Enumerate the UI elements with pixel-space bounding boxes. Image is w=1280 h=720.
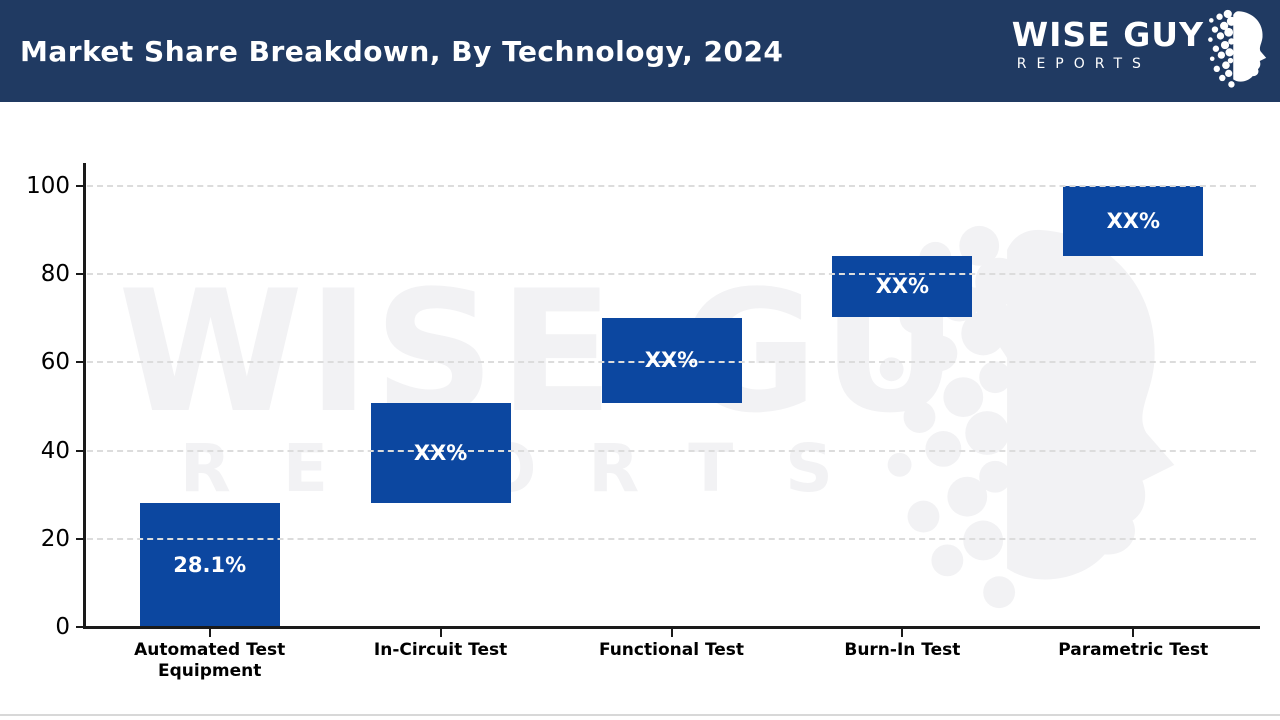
- bar-segment-1: [139, 503, 280, 627]
- x-axis-line: [83, 626, 1260, 629]
- gridline-60: [87, 361, 1256, 364]
- gridline-80: [87, 273, 1256, 276]
- x-tick-3: [670, 629, 673, 637]
- bar-segment-4: [832, 256, 973, 317]
- header-bar: Market Share Breakdown, By Technology, 2…: [0, 0, 1280, 102]
- x-category-label-2: In-Circuit Test: [373, 640, 508, 660]
- bar-value-label-3: XX%: [644, 348, 699, 373]
- x-category-label-1: Automated Test Equipment: [134, 640, 286, 682]
- y-tick-label-100: 100: [26, 173, 70, 199]
- y-tick-label-0: 0: [55, 614, 70, 640]
- y-axis-line: [83, 163, 86, 629]
- y-tick-40: [76, 449, 85, 452]
- gridline-100: [87, 185, 1256, 187]
- logo-text: WISE GUY REPORTS: [1011, 15, 1204, 72]
- bar-value-label-4: XX%: [875, 274, 930, 299]
- x-tick-1: [208, 629, 211, 637]
- y-tick-100: [76, 185, 85, 187]
- bottom-divider: [0, 714, 1280, 716]
- y-tick-80: [76, 273, 85, 276]
- x-tick-5: [1132, 629, 1135, 637]
- bar-value-label-2: XX%: [413, 441, 468, 466]
- page-title: Market Share Breakdown, By Technology, 2…: [20, 34, 784, 68]
- x-tick-2: [439, 629, 442, 637]
- y-tick-label-60: 60: [40, 349, 70, 376]
- y-tick-60: [76, 361, 85, 364]
- bar-segment-2: [370, 403, 511, 504]
- y-tick-20: [76, 537, 85, 540]
- gridline-40: [87, 449, 1256, 452]
- watermark-face-icon: [879, 225, 1175, 609]
- y-tick-label-20: 20: [40, 525, 70, 552]
- bar-value-label-5: XX%: [1106, 209, 1161, 234]
- logo-wiseguy-label: WISE GUY: [1011, 15, 1204, 54]
- x-tick-4: [901, 629, 904, 637]
- y-tick-0: [76, 626, 85, 628]
- y-tick-label-80: 80: [40, 261, 70, 288]
- x-category-label-3: Functional Test: [598, 640, 745, 660]
- bar-segment-5: [1063, 186, 1204, 257]
- wise-guy-reports-logo: WISE GUY REPORTS: [1010, 0, 1270, 102]
- logo-reports-label: REPORTS: [1016, 55, 1151, 72]
- logo-face-icon: [1208, 9, 1267, 88]
- bar-value-label-1: 28.1%: [173, 553, 247, 578]
- gridline-20: [87, 537, 1256, 540]
- x-category-label-5: Parametric Test: [1058, 640, 1209, 660]
- bar-segment-3: [601, 317, 742, 403]
- y-tick-label-40: 40: [40, 437, 70, 464]
- x-category-label-4: Burn-In Test: [844, 640, 961, 660]
